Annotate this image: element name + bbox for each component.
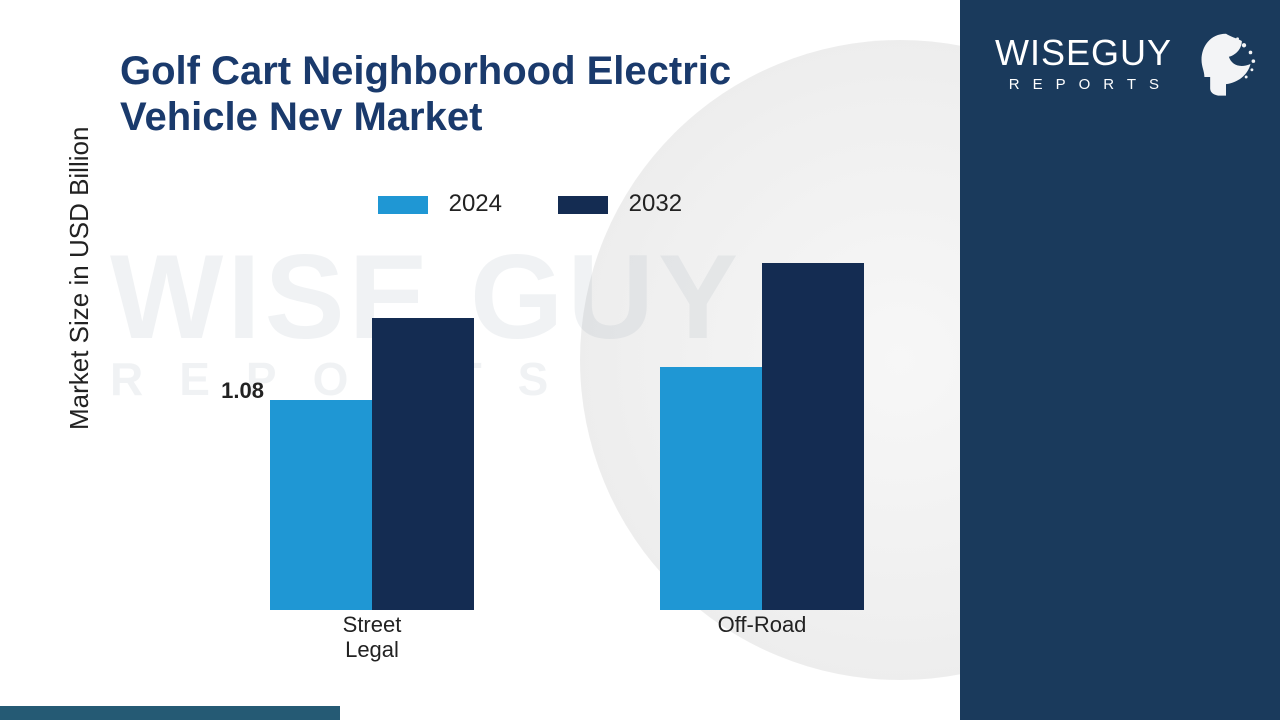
x-axis-label: StreetLegal [240, 612, 504, 663]
brand-head-icon [1190, 28, 1262, 100]
legend-label-2024: 2024 [449, 190, 502, 217]
brand-logo: WISEGUY REPORTS [995, 32, 1172, 93]
chart-canvas: WISE GUY REPORTS Golf Cart Neighborhood … [0, 0, 1280, 720]
bar [270, 400, 372, 610]
bar-group [270, 318, 474, 610]
bar [762, 263, 864, 610]
brand-sub: REPORTS [995, 76, 1172, 93]
legend-label-2032: 2032 [629, 190, 682, 217]
footer-accent-bar [0, 706, 340, 720]
brand-name: WISEGUY [995, 32, 1172, 74]
chart-area: 2024 2032 1.08 StreetLegal Off-Road [130, 180, 930, 660]
legend-swatch-2024 [378, 196, 428, 214]
legend-item-2024: 2024 [378, 190, 502, 218]
bar-value-label: 1.08 [184, 378, 264, 404]
legend: 2024 2032 [130, 180, 930, 228]
plot-area: 1.08 [130, 240, 930, 610]
bar [372, 318, 474, 610]
bar [660, 367, 762, 610]
legend-swatch-2032 [558, 196, 608, 214]
legend-item-2032: 2032 [558, 190, 682, 218]
side-panel [960, 0, 1280, 720]
chart-title: Golf Cart Neighborhood Electric Vehicle … [120, 48, 800, 140]
y-axis-label: Market Size in USD Billion [64, 127, 95, 430]
bar-group [660, 263, 864, 610]
x-axis: StreetLegal Off-Road [130, 612, 930, 660]
x-axis-label: Off-Road [630, 612, 894, 637]
